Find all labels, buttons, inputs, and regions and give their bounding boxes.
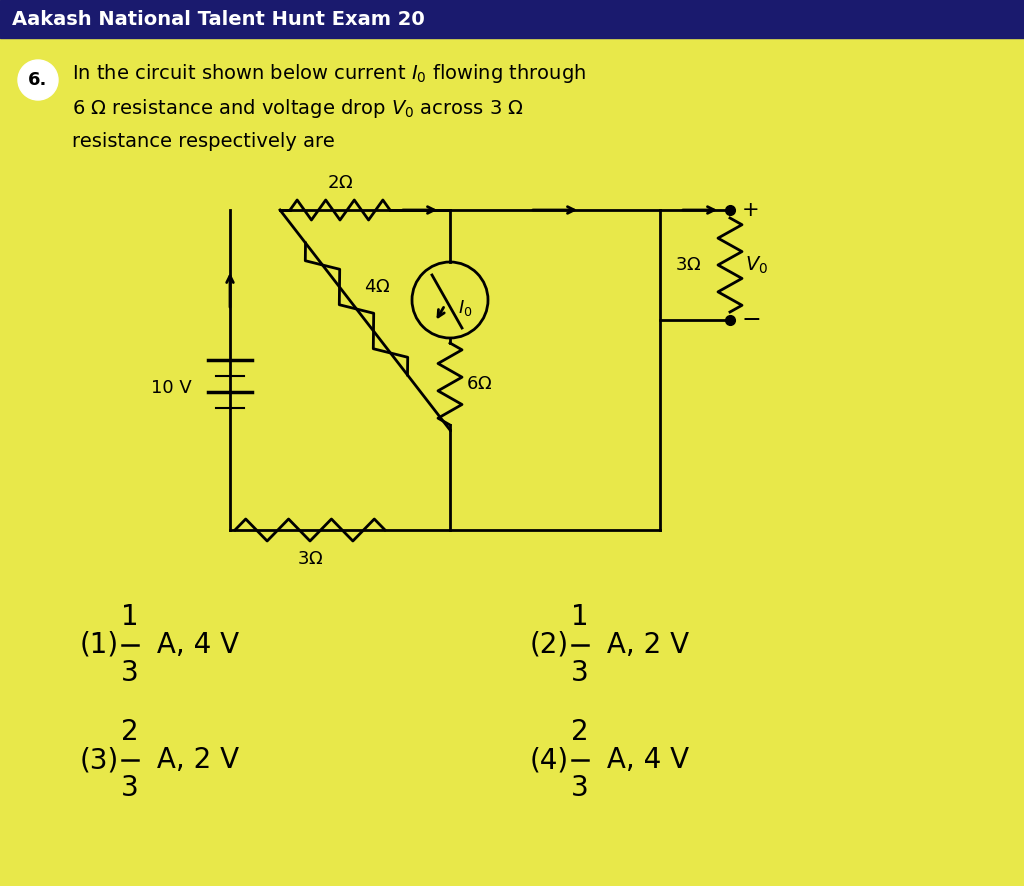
Text: 3: 3 [571,774,589,802]
Text: A, 4 V: A, 4 V [598,746,689,774]
Text: A, 4 V: A, 4 V [148,631,240,659]
Text: Aakash National Talent Hunt Exam 20: Aakash National Talent Hunt Exam 20 [12,10,425,28]
Text: resistance respectively are: resistance respectively are [72,132,335,151]
Text: (4): (4) [530,746,569,774]
Text: 2: 2 [571,718,589,746]
Text: A, 2 V: A, 2 V [148,746,240,774]
Text: In the circuit shown below current $I_0$ flowing through: In the circuit shown below current $I_0$… [72,62,586,85]
Text: 2$\Omega$: 2$\Omega$ [327,174,353,192]
Text: 3: 3 [571,659,589,687]
Text: 6 $\Omega$ resistance and voltage drop $V_0$ across 3 $\Omega$: 6 $\Omega$ resistance and voltage drop $… [72,97,524,120]
Text: 10 V: 10 V [152,379,193,397]
Text: $I_0$: $I_0$ [458,298,472,318]
Text: 2: 2 [121,718,139,746]
Text: $V_0$: $V_0$ [745,254,768,276]
Text: 3: 3 [121,774,139,802]
Bar [0,0,1024,38]
Text: 4$\Omega$: 4$\Omega$ [365,278,391,296]
Text: 6.: 6. [29,71,48,89]
Text: (1): (1) [80,631,119,659]
Text: 3$\Omega$: 3$\Omega$ [675,256,701,274]
Text: A, 2 V: A, 2 V [598,631,689,659]
Text: 3$\Omega$: 3$\Omega$ [297,550,324,568]
Text: (2): (2) [530,631,569,659]
Text: 3: 3 [121,659,139,687]
Text: 1: 1 [121,603,139,631]
Circle shape [18,60,58,100]
Text: +: + [742,200,760,220]
Text: 6$\Omega$: 6$\Omega$ [466,375,493,393]
Text: −: − [742,308,762,332]
Text: (3): (3) [80,746,119,774]
Text: 1: 1 [571,603,589,631]
